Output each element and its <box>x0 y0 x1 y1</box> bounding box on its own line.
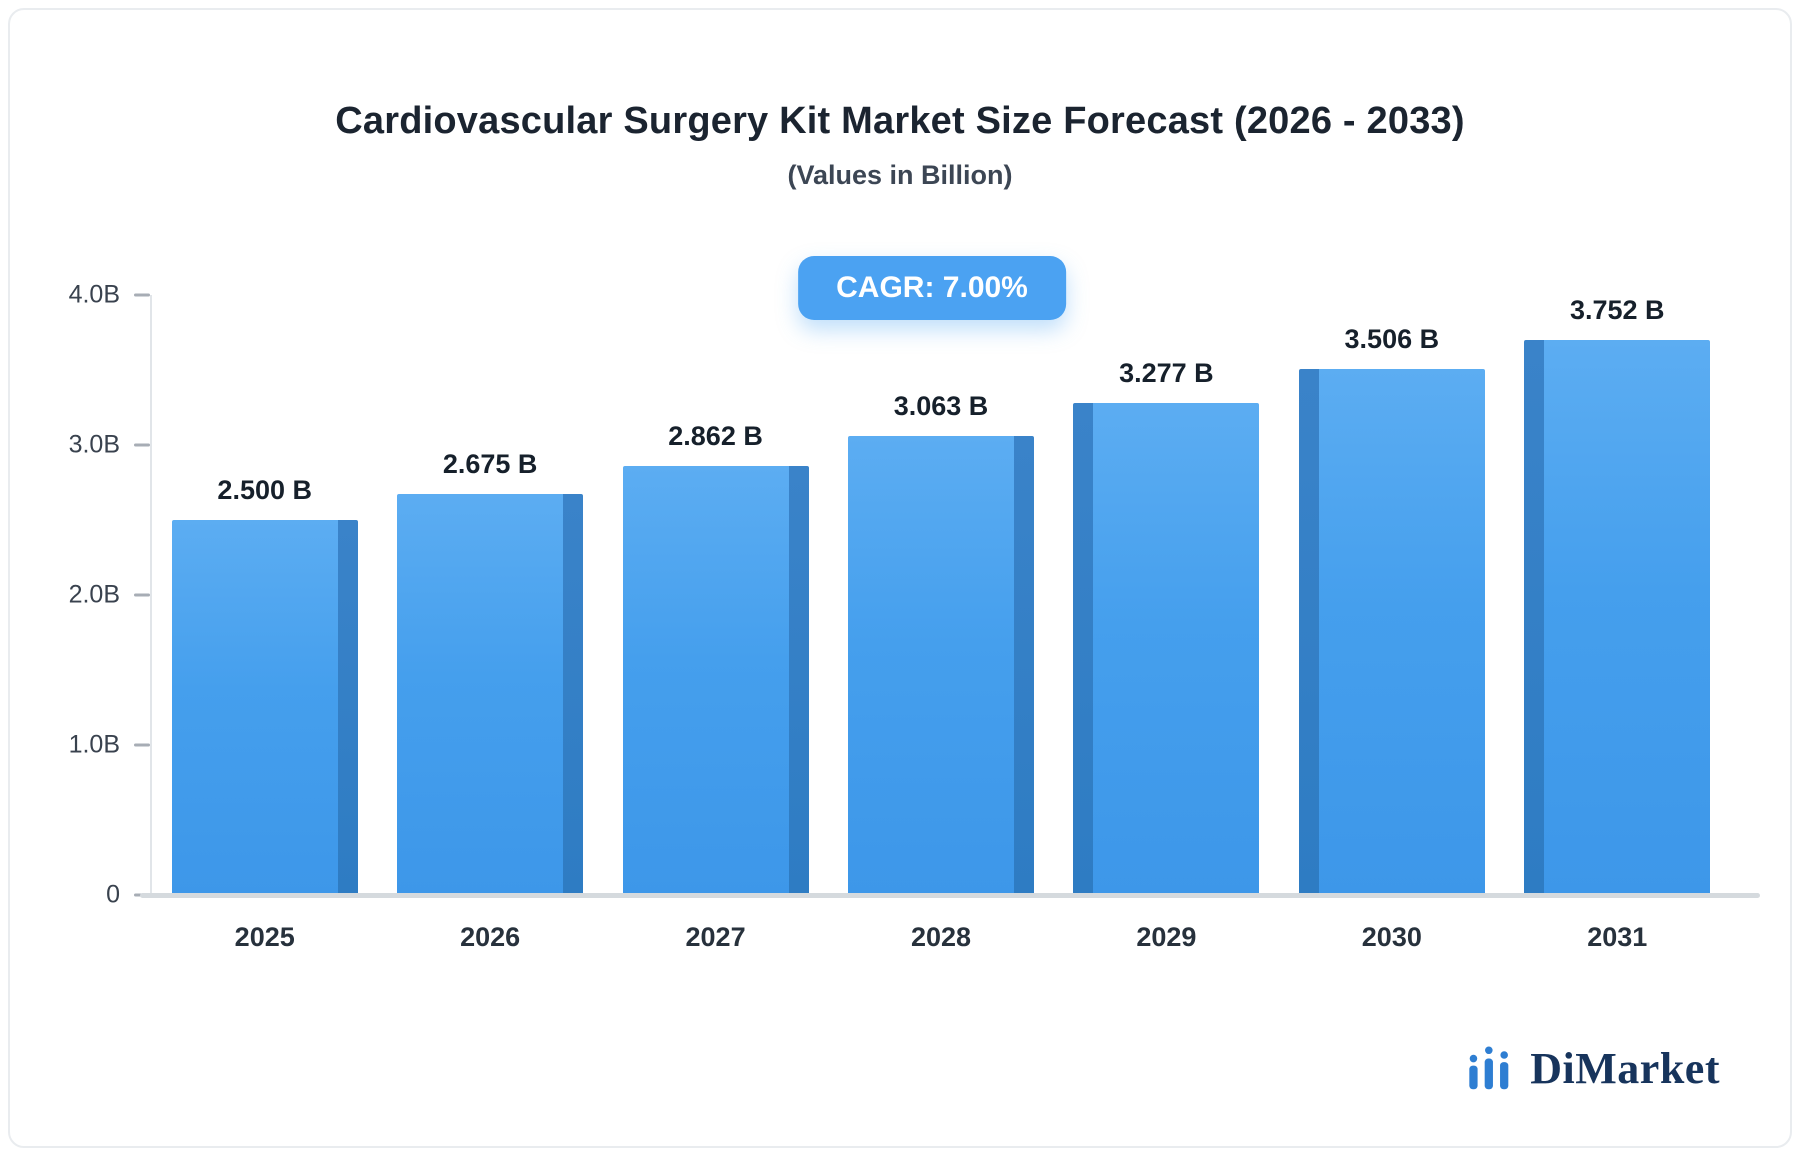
y-axis: 0 1.0B 2.0B 3.0B 4.0B <box>32 281 150 909</box>
bar-value-label: 3.506 B <box>1344 324 1440 355</box>
chart-subtitle: (Values in Billion) <box>787 160 1013 190</box>
bar-value-label: 3.063 B <box>893 390 989 421</box>
bar-face <box>1093 403 1260 895</box>
x-axis-label: 2025 <box>234 922 295 952</box>
bar <box>1073 403 1260 895</box>
cagr-badge: CAGR: 7.00% <box>798 256 1066 320</box>
y-axis-tick-mark <box>134 293 150 297</box>
y-axis-tick: 1.0B <box>32 731 150 760</box>
dimarket-logo-icon <box>1469 1046 1509 1090</box>
bar <box>847 435 1034 895</box>
x-axis-label: 2031 <box>1587 922 1648 952</box>
bar-side-shade <box>1073 403 1094 895</box>
bar-side-shade <box>1298 369 1319 895</box>
x-axis-label: 2029 <box>1136 922 1197 952</box>
x-axis-line <box>140 893 1760 898</box>
bar-slot: 3.063 B 2028 <box>828 295 1053 952</box>
x-axis-label: 2028 <box>910 922 972 952</box>
y-axis-tick: 2.0B <box>32 581 150 610</box>
y-axis-tick: 3.0B <box>32 431 150 460</box>
bar-value-label: 3.277 B <box>1119 358 1214 389</box>
dimarket-logo: DiMarket <box>1464 1042 1720 1094</box>
y-axis-tick-label: 2.0B <box>68 580 120 609</box>
bar-value-label: 2.862 B <box>668 420 763 451</box>
bar-slot: 3.752 B 2031 <box>1505 295 1730 952</box>
x-axis-label: 2027 <box>685 922 746 952</box>
bar-face <box>622 465 789 895</box>
bar-side-shade <box>563 493 584 895</box>
bar <box>397 493 584 895</box>
bar-slot: 2.500 B 2025 <box>152 295 377 952</box>
bar <box>1298 369 1485 895</box>
y-axis-tick-mark <box>134 593 150 597</box>
chart-title: Cardiovascular Surgery Kit Market Size F… <box>335 100 1465 142</box>
bar-face <box>397 493 564 895</box>
dimarket-logo-text: DiMarket <box>1530 1043 1720 1093</box>
bar-face <box>171 520 338 895</box>
bar <box>1524 340 1711 895</box>
bar-face <box>1544 340 1711 895</box>
bar-slot: 3.506 B 2030 <box>1279 295 1504 952</box>
chart-card: Cardiovascular Surgery Kit Market Size F… <box>8 8 1792 1148</box>
bar-value-label: 2.500 B <box>217 475 312 505</box>
x-axis-label: 2026 <box>460 922 521 952</box>
bar-value-label: 3.752 B <box>1569 295 1665 325</box>
y-axis-tick-label: 1.0B <box>68 730 120 759</box>
bar-value-label: 2.675 B <box>442 448 538 479</box>
y-axis-tick-label: 3.0B <box>68 430 120 459</box>
y-axis-tick-label: 0 <box>106 880 120 909</box>
bar-side-shade <box>1013 435 1034 895</box>
bar <box>622 465 809 895</box>
bar-slot: 3.277 B 2029 <box>1054 295 1279 952</box>
bar-side-shade <box>337 520 358 895</box>
bar-side-shade <box>788 465 809 895</box>
y-axis-tick: 4.0B <box>32 281 150 310</box>
bar-face <box>847 435 1014 895</box>
y-axis-tick-mark <box>134 443 150 447</box>
bar-side-shade <box>1524 340 1545 895</box>
plot-area: 2.500 B 2025 2.675 B 2026 2.862 B 2027 3.063 B… <box>140 295 1760 952</box>
bar-slot: 2.675 B 2026 <box>377 295 602 952</box>
y-axis-tick-mark <box>134 743 150 747</box>
x-axis-label: 2030 <box>1361 922 1422 952</box>
bar-slot: 2.862 B 2027 <box>603 295 828 952</box>
bar <box>171 520 358 895</box>
y-axis-tick: 0 <box>32 881 150 910</box>
bars-row: 2.500 B 2025 2.675 B 2026 2.862 B 2027 3.063 B… <box>152 295 1730 952</box>
bar-chart: 0 1.0B 2.0B 3.0B 4.0B 2.500 B 2025 2.675 B 2026… <box>69 281 1760 952</box>
y-axis-tick-label: 4.0B <box>68 280 120 309</box>
bar-face <box>1318 369 1485 895</box>
